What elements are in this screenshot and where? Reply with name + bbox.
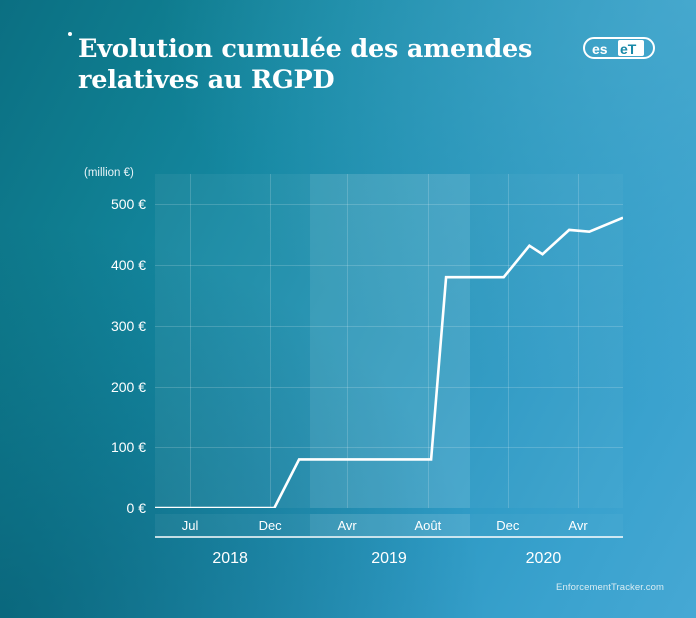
logo-highlight-block bbox=[618, 40, 644, 56]
gridline-vertical bbox=[190, 174, 191, 508]
band-2018 bbox=[155, 174, 310, 508]
series-polyline-amendes-cumulees bbox=[155, 218, 623, 508]
x-tick-label: Dec bbox=[258, 518, 282, 533]
band-2019 bbox=[310, 174, 470, 508]
eset-logo[interactable]: es eT bbox=[583, 37, 655, 59]
x-axis-year-label: 2019 bbox=[371, 550, 407, 567]
logo-text-es: es bbox=[592, 41, 608, 57]
gridline-horizontal bbox=[155, 265, 623, 266]
y-tick-label: 100 € bbox=[110, 439, 146, 456]
gridline-vertical bbox=[270, 174, 271, 508]
gridline-vertical bbox=[508, 174, 509, 508]
logo-text-et: eT bbox=[620, 41, 637, 57]
logo-registered-dot bbox=[68, 32, 72, 36]
y-axis-labels: 0 € 100 € 200 € 300 € 400 € 500 € bbox=[70, 174, 146, 516]
x-tick-label: Dec bbox=[496, 518, 520, 533]
x-band-2020 bbox=[470, 514, 623, 536]
x-axis-rule bbox=[155, 536, 623, 538]
logo-frame bbox=[583, 37, 655, 59]
x-tick-label: Avr bbox=[337, 518, 357, 533]
gridline-horizontal bbox=[155, 326, 623, 327]
x-axis-strip bbox=[155, 514, 623, 536]
gridline-vertical bbox=[578, 174, 579, 508]
y-tick-label: 300 € bbox=[110, 317, 146, 334]
y-axis-unit-label: (million €) bbox=[84, 167, 134, 179]
series-line bbox=[155, 174, 623, 508]
gridline-horizontal bbox=[155, 204, 623, 205]
x-tick-label: Jul bbox=[181, 518, 199, 533]
y-tick-label: 200 € bbox=[110, 378, 146, 395]
y-tick-label: 0 € bbox=[126, 500, 146, 516]
source-attribution: EnforcementTracker.com bbox=[556, 582, 664, 593]
gridline-horizontal bbox=[155, 447, 623, 448]
plot-area bbox=[155, 174, 623, 508]
x-band-2019 bbox=[310, 514, 470, 536]
x-tick-label: Avr bbox=[568, 518, 588, 533]
header: Evolution cumulée des amendes relatives … bbox=[0, 0, 696, 130]
x-band-2018 bbox=[155, 514, 310, 536]
y-tick-label: 500 € bbox=[110, 196, 146, 213]
page-title: Evolution cumulée des amendes relatives … bbox=[78, 34, 533, 95]
x-axis-year-label: 2018 bbox=[212, 550, 248, 567]
y-tick-label: 400 € bbox=[110, 257, 146, 274]
x-tick-label: Août bbox=[414, 518, 442, 533]
gridline-vertical bbox=[347, 174, 348, 508]
gridline-horizontal bbox=[155, 387, 623, 388]
gridline-vertical bbox=[428, 174, 429, 508]
x-axis-year-label: 2020 bbox=[525, 550, 562, 567]
